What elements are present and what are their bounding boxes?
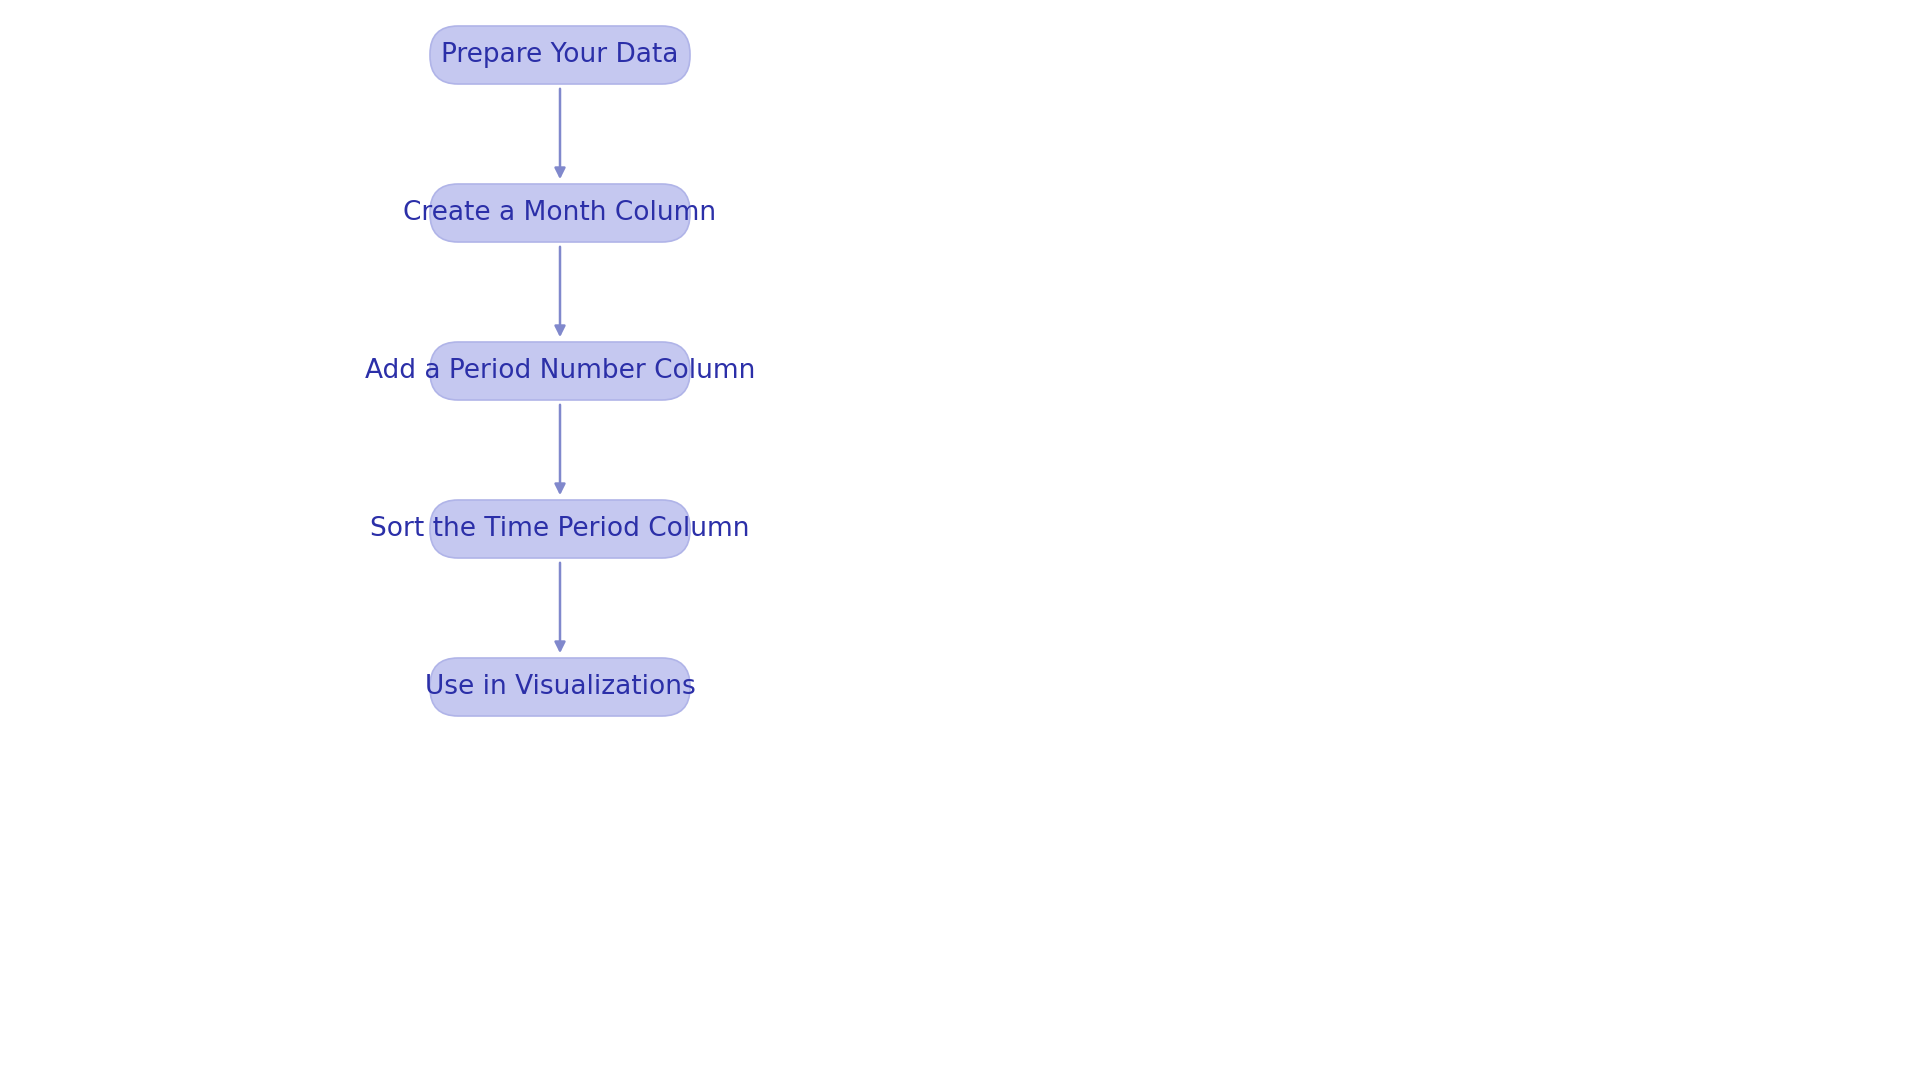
Text: Create a Month Column: Create a Month Column [403, 200, 716, 226]
FancyBboxPatch shape [430, 500, 689, 558]
Text: Sort the Time Period Column: Sort the Time Period Column [371, 516, 749, 542]
Text: Use in Visualizations: Use in Visualizations [424, 674, 695, 700]
FancyBboxPatch shape [430, 658, 689, 716]
Text: Prepare Your Data: Prepare Your Data [442, 42, 678, 68]
FancyBboxPatch shape [430, 26, 689, 84]
FancyBboxPatch shape [430, 184, 689, 242]
FancyBboxPatch shape [430, 342, 689, 400]
Text: Add a Period Number Column: Add a Period Number Column [365, 358, 755, 384]
